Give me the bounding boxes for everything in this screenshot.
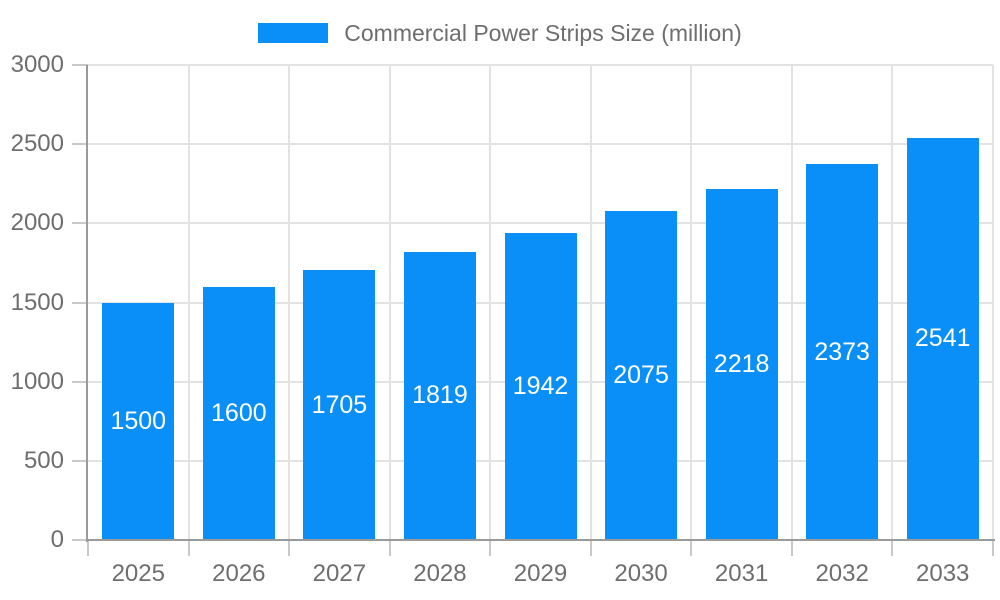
- y-axis-tick: [72, 539, 88, 541]
- gridline-vertical: [891, 65, 894, 540]
- x-axis-tick: [992, 541, 994, 556]
- gridline-vertical: [388, 65, 391, 540]
- bar: 2218: [705, 188, 778, 540]
- legend-label: Commercial Power Strips Size (million): [344, 20, 742, 46]
- gridline-vertical: [489, 65, 492, 540]
- y-axis-tick: [72, 143, 88, 146]
- bar-value-label: 1819: [412, 381, 468, 410]
- y-tick-label: 2500: [10, 130, 64, 158]
- bar: 2075: [605, 211, 678, 540]
- gridline-horizontal: [88, 64, 993, 66]
- x-axis-tick: [388, 541, 391, 556]
- bar-value-label: 1500: [110, 406, 167, 435]
- bar-value-label: 1942: [512, 371, 569, 400]
- x-axis-tick: [690, 541, 693, 556]
- y-axis-tick: [72, 222, 88, 225]
- legend-swatch: [258, 23, 329, 43]
- x-tick-label: 2030: [614, 560, 668, 587]
- x-axis-tick: [187, 541, 190, 556]
- bar: 2541: [906, 137, 979, 540]
- bar-value-label: 1705: [311, 390, 368, 419]
- x-axis-tick: [589, 541, 592, 556]
- gridline-vertical: [790, 65, 793, 540]
- x-axis-tick: [87, 541, 89, 556]
- x-tick-label: 2026: [212, 560, 266, 587]
- gridline-horizontal: [88, 222, 993, 225]
- y-tick-label: 1500: [10, 288, 64, 316]
- x-axis-tick: [288, 541, 291, 556]
- x-tick-label: 2025: [111, 560, 165, 587]
- x-tick-label: 2033: [916, 560, 970, 587]
- x-tick-label: 2028: [413, 560, 467, 587]
- legend: Commercial Power Strips Size (million): [0, 20, 1000, 46]
- y-axis-tick: [72, 459, 88, 462]
- x-axis-line: [86, 539, 995, 541]
- x-axis-tick: [891, 541, 894, 556]
- y-axis-line: [86, 65, 88, 542]
- y-axis-tick: [72, 301, 88, 304]
- x-tick-label: 2027: [312, 560, 367, 587]
- gridline-vertical: [690, 65, 693, 540]
- y-axis-tick: [72, 64, 88, 66]
- gridline-vertical: [589, 65, 592, 540]
- bar: 1942: [504, 232, 577, 540]
- gridline-vertical: [992, 65, 994, 540]
- bar-value-label: 2541: [914, 324, 971, 353]
- x-axis-tick: [790, 541, 793, 556]
- bar: 1500: [102, 302, 175, 540]
- y-tick-label: 0: [50, 526, 64, 553]
- bar-value-label: 2075: [613, 361, 669, 390]
- bar: 1819: [403, 251, 476, 540]
- y-tick-label: 2000: [10, 209, 64, 237]
- bar-value-label: 2218: [713, 349, 770, 378]
- bar: 2373: [806, 164, 879, 540]
- bar: 1600: [202, 286, 275, 540]
- bar: 1705: [303, 270, 376, 540]
- x-tick-label: 2032: [815, 560, 869, 587]
- x-tick-label: 2031: [714, 560, 769, 587]
- y-axis-tick: [72, 380, 88, 383]
- x-axis-tick: [489, 541, 492, 556]
- y-tick-label: 500: [23, 446, 64, 474]
- gridline-vertical: [187, 65, 190, 540]
- y-tick-label: 1000: [10, 367, 64, 395]
- gridline-horizontal: [88, 143, 993, 146]
- legend-item[interactable]: Commercial Power Strips Size (million): [258, 20, 742, 46]
- bar-value-label: 2373: [814, 337, 870, 366]
- x-tick-label: 2029: [513, 560, 568, 587]
- bar-value-label: 1600: [211, 398, 267, 427]
- y-tick-label: 3000: [10, 51, 64, 78]
- gridline-vertical: [288, 65, 291, 540]
